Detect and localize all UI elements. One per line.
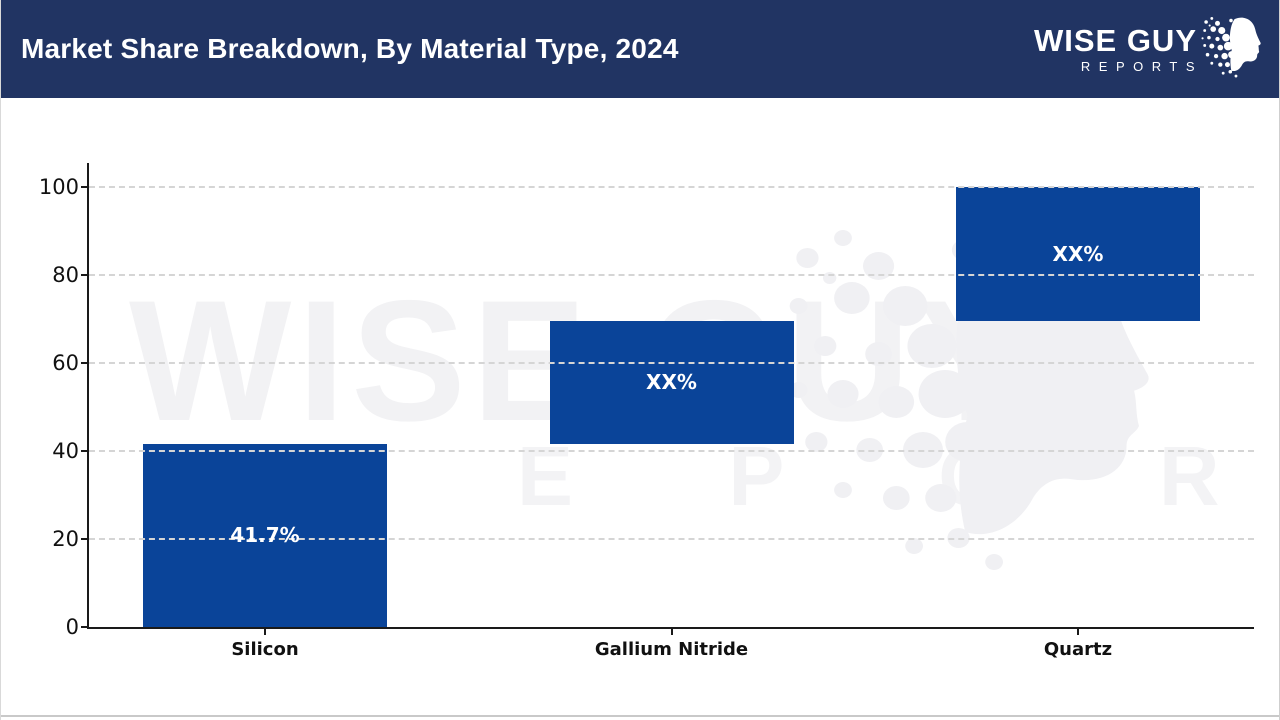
y-axis-tick-label: 60 xyxy=(52,351,79,375)
x-axis-category-label: Quartz xyxy=(1043,639,1113,660)
y-axis-tick-label: 0 xyxy=(65,615,79,639)
x-axis-tick-mark xyxy=(264,627,266,635)
y-axis-tick-label: 20 xyxy=(52,527,79,551)
gridline-20 xyxy=(89,538,1254,540)
header-band: Market Share Breakdown, By Material Type… xyxy=(1,0,1279,98)
bar-silicon xyxy=(143,443,387,627)
bar-value-label: XX% xyxy=(1052,242,1104,267)
y-axis-tick-label: 40 xyxy=(52,439,79,463)
bar-value-label: 41.7% xyxy=(230,523,300,548)
gridline-80 xyxy=(89,274,1254,276)
x-axis-tick-mark xyxy=(670,627,673,635)
y-axis-tick-mark xyxy=(81,450,89,452)
bar-gallium-nitride xyxy=(549,321,794,444)
logo-subtitle: REPORTS xyxy=(1080,59,1203,74)
y-axis-tick-label: 80 xyxy=(52,263,79,287)
y-axis-line xyxy=(87,163,89,629)
x-axis-category-label: Gallium Nitride xyxy=(594,639,749,660)
page-bottom-divider xyxy=(1,715,1279,717)
bar-value-label: XX% xyxy=(646,370,697,395)
gridline-60 xyxy=(89,362,1254,364)
x-axis-tick-mark xyxy=(1077,627,1079,635)
logo-wordmark: WISE GUY xyxy=(1033,23,1197,58)
y-axis-tick-mark xyxy=(81,274,89,276)
wiseguy-head-icon xyxy=(1201,17,1261,78)
wiseguy-logo: WISE GUY REPORTS xyxy=(1034,5,1263,93)
chart-title: Market Share Breakdown, By Material Type… xyxy=(21,33,679,64)
y-axis-tick-mark xyxy=(81,362,89,364)
y-axis-tick-label: 100 xyxy=(38,175,79,199)
y-axis-tick-mark xyxy=(81,538,89,540)
y-axis-tick-mark xyxy=(81,186,89,188)
bar-quartz xyxy=(956,187,1200,322)
gridline-100 xyxy=(89,186,1254,188)
gridline-40 xyxy=(89,450,1254,452)
x-axis-line xyxy=(87,627,1254,629)
y-axis-tick-mark xyxy=(81,626,89,628)
x-axis-category-label: Silicon xyxy=(231,639,299,660)
wiseguy-logo-text: WISE GUY REPORTS xyxy=(1034,25,1197,73)
